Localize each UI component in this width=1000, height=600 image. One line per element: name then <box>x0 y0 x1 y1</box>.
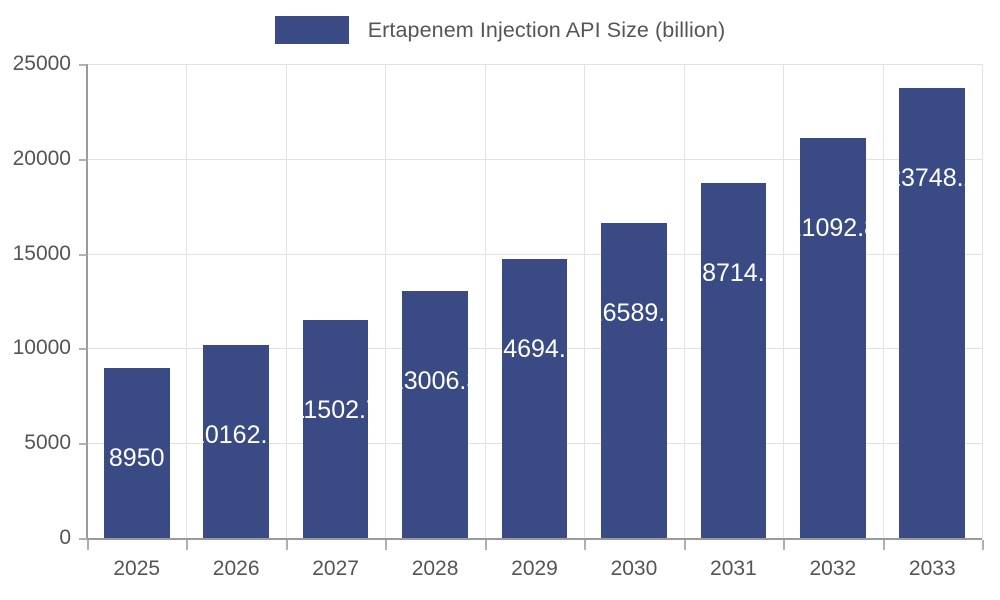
y-axis-tick-label: 15000 <box>12 241 71 265</box>
gridline-horizontal <box>87 253 982 255</box>
x-axis-tick-mark <box>485 540 487 550</box>
x-axis-tick-label: 2029 <box>511 557 558 580</box>
x-axis-tick-label: 2025 <box>113 557 161 580</box>
gridline-horizontal <box>87 64 982 65</box>
plot-area: 8950 10162.1 11502.7 13006.3 14694.1 16589.1 1… <box>87 64 983 539</box>
bar[interactable]: 10162.1 <box>203 345 269 538</box>
x-axis-tick-mark <box>186 540 188 550</box>
gridline-vertical <box>982 64 983 538</box>
y-axis-tick-mark <box>79 253 87 256</box>
bar-value-label: 13006.3 <box>402 367 468 396</box>
x-axis-tick-label: 2032 <box>809 557 857 580</box>
x-axis-tick-mark <box>684 540 686 550</box>
x-axis-tick-mark <box>584 540 586 550</box>
bar[interactable]: 18714.2 <box>700 183 767 538</box>
y-axis-tick-label: 0 <box>59 526 71 549</box>
y-axis-tick-label: 20000 <box>12 146 71 170</box>
gridline-vertical <box>485 64 486 538</box>
x-axis-tick-label: 2030 <box>610 557 658 580</box>
legend-entry[interactable]: Ertapenem Injection API Size (billion) <box>274 16 726 44</box>
x-axis-tick-label: 2028 <box>411 557 459 580</box>
bar-value-label: 23748.2 <box>899 163 965 192</box>
bar-value-label: 16589.1 <box>601 299 667 328</box>
bar-value-label: 8950 <box>108 444 165 473</box>
y-axis-tick-mark <box>79 443 87 446</box>
x-axis-tick-mark <box>385 540 387 550</box>
gridline-vertical <box>684 64 685 538</box>
y-axis-line <box>86 64 88 540</box>
y-axis-tick-label: 5000 <box>24 431 71 455</box>
x-axis-tick-mark <box>286 540 288 550</box>
y-axis-tick-label: 25000 <box>12 52 71 75</box>
chart-legend: Ertapenem Injection API Size (billion) <box>0 13 1000 47</box>
x-axis-tick-mark <box>982 540 984 550</box>
gridline-horizontal <box>87 158 982 160</box>
gridline-vertical <box>584 64 585 538</box>
bar[interactable]: 13006.3 <box>402 291 468 538</box>
bar[interactable]: 14694.1 <box>501 259 568 538</box>
x-axis-tick-label: 2026 <box>212 557 260 580</box>
gridline-vertical <box>186 64 187 538</box>
y-axis-tick-mark <box>79 538 87 540</box>
bar-value-label: 10162.1 <box>203 421 269 450</box>
y-axis-tick-label: 10000 <box>12 336 71 360</box>
bar[interactable]: 23748.2 <box>899 87 966 538</box>
x-axis-line <box>87 538 982 540</box>
x-axis-tick-mark <box>883 540 885 550</box>
legend-color-swatch <box>274 16 349 44</box>
bar-value-label: 21092.8 <box>800 214 866 243</box>
x-axis-tick-label: 2033 <box>908 557 956 580</box>
bar-value-label: 14694.1 <box>502 335 568 364</box>
bar-value-label: 11502.7 <box>303 395 369 424</box>
legend-label: Ertapenem Injection API Size (billion) <box>367 17 726 42</box>
x-axis-tick-mark <box>783 540 785 550</box>
bar[interactable]: 21092.8 <box>800 138 866 538</box>
y-axis-tick-mark <box>79 64 87 66</box>
bar[interactable]: 8950 <box>103 368 170 538</box>
bar-value-label: 18714.2 <box>701 259 767 288</box>
y-axis-tick-mark <box>79 348 87 351</box>
x-axis-tick-label: 2027 <box>312 557 359 580</box>
y-axis-tick-mark <box>79 158 87 161</box>
gridline-vertical <box>286 64 287 538</box>
bar[interactable]: 16589.1 <box>601 223 667 538</box>
x-axis-tick-mark <box>87 540 89 550</box>
x-axis-tick-label: 2031 <box>710 557 757 580</box>
gridline-vertical <box>783 64 784 538</box>
gridline-vertical <box>385 64 386 538</box>
bar[interactable]: 11502.7 <box>302 319 369 538</box>
gridline-vertical <box>883 64 884 538</box>
